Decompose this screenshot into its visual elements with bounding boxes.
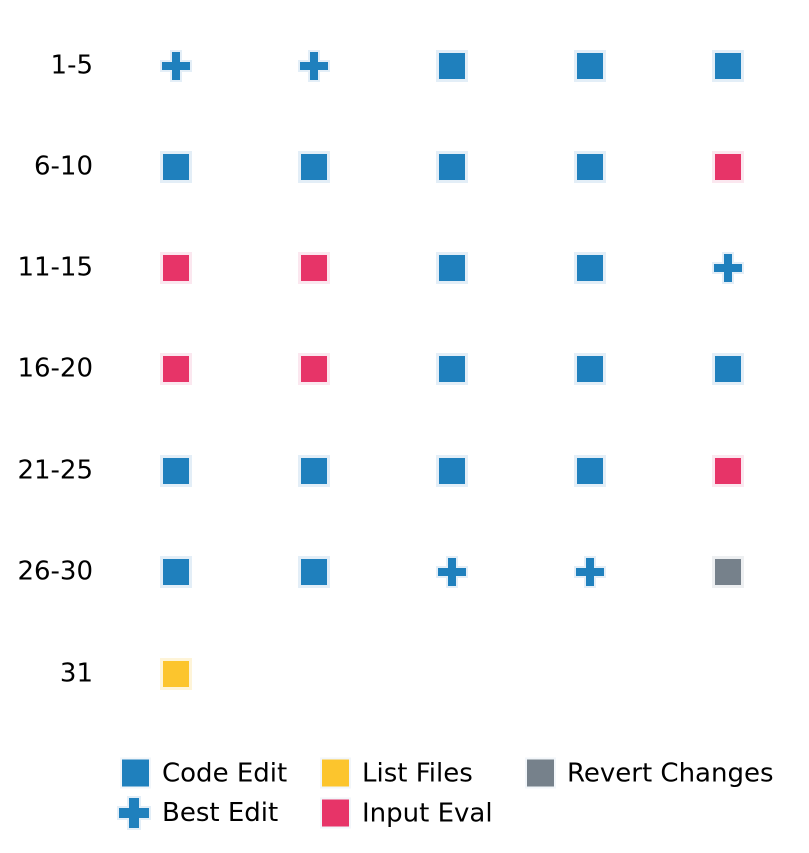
marker-code-edit [574,455,606,487]
row-label: 16-20 [17,353,93,384]
marker-list-files [160,658,192,690]
marker-code-edit [160,455,192,487]
marker-revert-changes [712,556,744,588]
marker-input-eval [298,252,330,284]
legend-label: List Files [362,758,473,788]
marker-code-edit [298,556,330,588]
legend-label: Best Edit [162,798,279,828]
marker-code-edit [574,353,606,385]
marker-best-edit [435,555,469,589]
legend-item-input-eval: Input Eval [320,797,493,829]
legend-item-revert-changes: Revert Changes [525,757,774,789]
legend-label: Input Eval [362,798,493,828]
legend-item-best-edit: Best Edit [117,795,279,831]
marker-input-eval [712,455,744,487]
row-label: 6-10 [33,151,93,182]
marker-code-edit [574,151,606,183]
marker-code-edit [436,151,468,183]
legend-label: Revert Changes [567,758,774,788]
marker-code-edit [160,556,192,588]
marker-code-edit [574,252,606,284]
marker-code-edit [712,353,744,385]
marker-code-edit [436,252,468,284]
legend-swatch-revert-changes [525,757,556,789]
marker-code-edit [712,50,744,82]
marker-code-edit [436,50,468,82]
row-label: 26-30 [17,556,93,587]
marker-best-edit [159,49,193,83]
row-label: 21-25 [17,455,93,486]
row-label: 1-5 [50,50,93,81]
legend-item-list-files: List Files [320,757,473,789]
marker-code-edit [436,353,468,385]
marker-best-edit [573,555,607,589]
legend-swatch-input-eval [320,797,351,829]
marker-input-eval [298,353,330,385]
legend-item-code-edit: Code Edit [120,757,288,789]
marker-code-edit [298,151,330,183]
marker-best-edit [297,49,331,83]
legend-swatch-best-edit [116,795,152,831]
legend-swatch-code-edit [120,757,151,789]
legend-swatch-list-files [320,757,351,789]
row-label: 31 [59,658,93,689]
marker-code-edit [160,151,192,183]
row-label: 11-15 [17,252,93,283]
marker-code-edit [574,50,606,82]
legend-label: Code Edit [162,758,288,788]
marker-input-eval [160,252,192,284]
marker-code-edit [436,455,468,487]
marker-input-eval [160,353,192,385]
marker-input-eval [712,151,744,183]
marker-code-edit [298,455,330,487]
marker-best-edit [711,251,745,285]
